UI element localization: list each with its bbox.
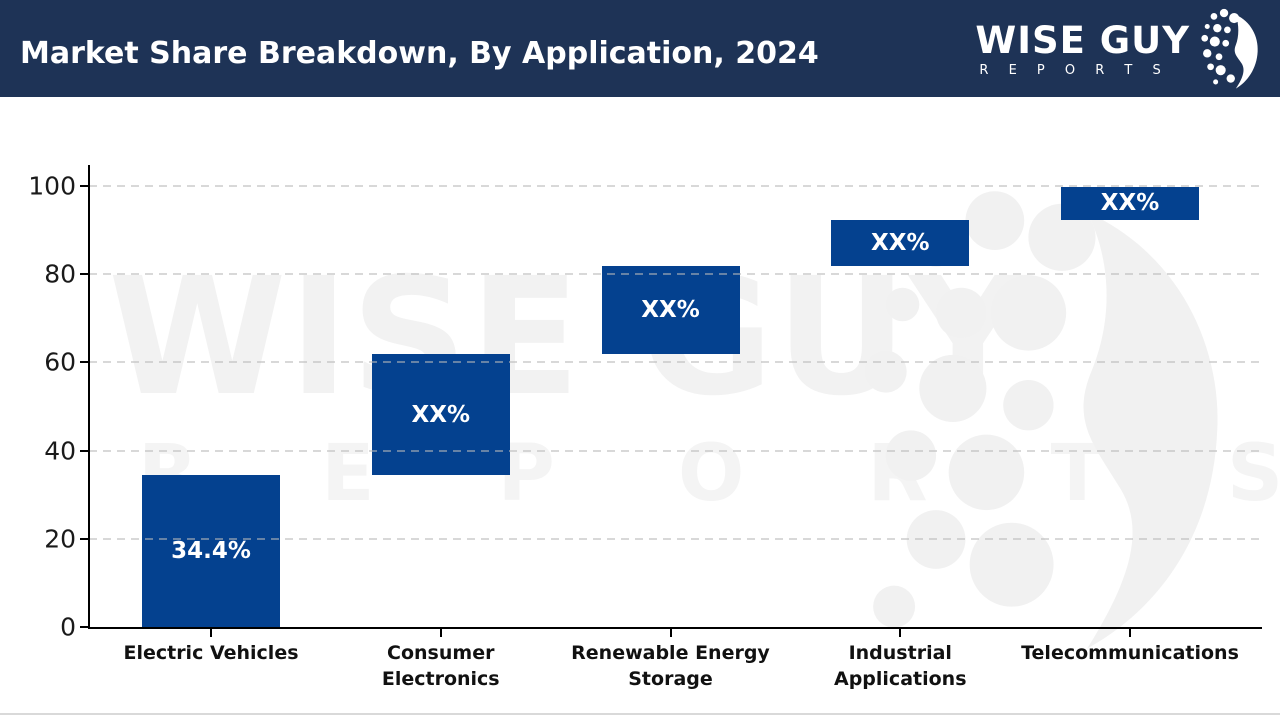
chart-area: WISE GUY R E P O R T S 0 20 40 60 80 100 34.4%… [0,97,1280,714]
category-label-line: Telecommunications [1021,642,1239,664]
y-tick-label: 20 [44,524,76,554]
category-label-line: Industrial [848,642,952,664]
bar [142,475,280,627]
bar [601,266,740,354]
bar [1061,186,1199,220]
category-label-line: Electric Vehicles [123,642,299,664]
x-tick-mark [669,629,672,637]
header: Market Share Breakdown, By Application, … [0,0,1280,97]
y-tick-label: 0 [60,612,76,642]
watermark-head-icon [864,191,1218,649]
watermark-wordmark: WISE GUY [108,244,1029,432]
bottom-divider [0,713,1280,715]
gridline [89,361,1262,364]
wiseguy-logo: WISE GUY R E P O R T S [975,8,1262,92]
y-tick-label: 100 [28,171,76,201]
bar-value-label: XX% [870,229,930,256]
bar-value-label: XX% [641,297,700,324]
gridline [89,273,1262,276]
y-tick-mark [80,449,88,452]
bar-value-label: XX% [411,401,470,428]
gridline [89,449,1262,452]
x-tick-mark [1129,629,1131,637]
category-label: Renewable Energy Storage [551,641,791,692]
y-tick-label: 60 [44,347,76,377]
category-label-line: Storage [628,667,713,690]
category-label-line: Electronics [381,667,500,690]
category-label: Consumer Electronics [321,641,561,692]
page-title: Market Share Breakdown, By Application, … [20,36,819,71]
gridline [89,537,1262,540]
gridline [89,185,1262,187]
bar [831,219,970,267]
category-label-line: Consumer [387,642,495,664]
x-tick-mark [899,629,902,637]
category-label: Telecommunications [1010,641,1250,667]
y-tick-label: 80 [44,259,76,289]
logo-subtitle: R E P O R T S [979,63,1169,78]
y-tick-mark [80,273,88,276]
category-label-line: Renewable Energy [571,642,770,664]
y-tick-label: 40 [44,436,76,466]
wiseguy-head-icon [1201,8,1258,89]
y-axis-spine [88,165,90,629]
bar-value-label: XX% [1100,190,1160,217]
y-tick-mark [80,626,88,628]
watermark-subtitle: R E P O R T S [138,429,1280,519]
x-tick-mark [210,629,212,637]
category-label: Electric Vehicles [91,641,331,667]
category-label-line: Applications [834,667,967,690]
y-tick-mark [80,185,88,187]
bar-value-label: 34.4% [171,538,251,565]
x-axis-spine [88,627,1262,629]
category-label: Industrial Applications [780,641,1020,692]
y-tick-mark [80,361,88,364]
bar [371,354,510,476]
logo-text: WISE GUY R E P O R T S [975,22,1190,78]
y-tick-mark [80,537,88,540]
x-tick-mark [439,629,442,637]
logo-wordmark: WISE GUY [975,19,1190,62]
